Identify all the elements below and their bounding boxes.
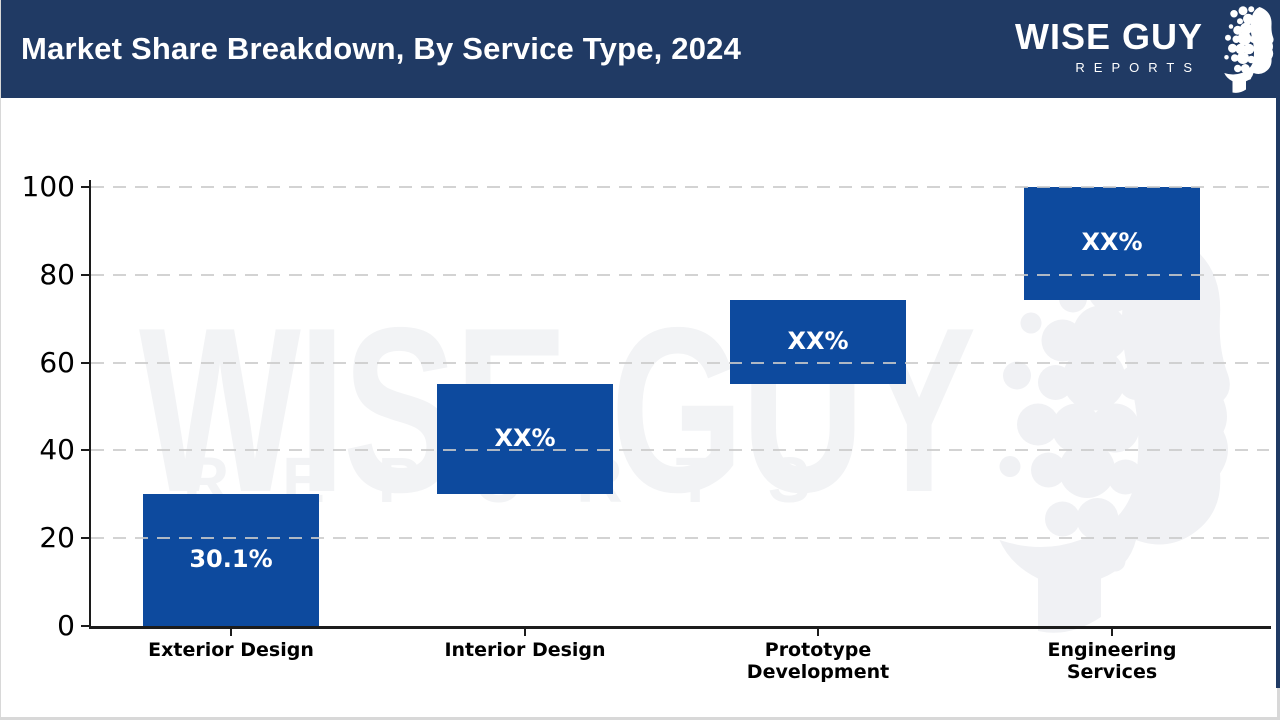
y-tick-label-100: 100: [21, 170, 75, 203]
bar-label-prototype-development: XX%: [787, 326, 849, 355]
x-category-label-2: Interior Design: [444, 639, 606, 661]
y-tick-0: [81, 625, 91, 627]
x-category-label-1: Exterior Design: [148, 639, 314, 661]
y-tick-100: [81, 186, 91, 188]
x-axis-line: [89, 626, 1271, 629]
bar-exterior-design: 30.1%: [143, 493, 319, 626]
y-tick-label-80: 80: [39, 257, 75, 291]
title-bar: Market Share Breakdown, By Service Type,…: [1, 0, 1280, 98]
y-tick-label-20: 20: [39, 521, 75, 555]
bar-label-engineering-services: XX%: [1081, 228, 1143, 257]
x-category-label-4: Engineering Services: [1047, 639, 1177, 683]
y-tick-40: [81, 449, 91, 452]
gridline-100: [91, 186, 1269, 188]
y-tick-60: [81, 361, 91, 364]
figure-border-right: [1276, 0, 1280, 688]
y-tick-label-40: 40: [39, 433, 75, 467]
gridline-20: [91, 537, 1269, 540]
y-axis-line: [89, 180, 91, 626]
bar-label-exterior-design: 30.1%: [189, 544, 273, 573]
gridline-60: [91, 361, 1269, 364]
y-tick-80: [81, 273, 91, 276]
figure-border-right-lower: [1277, 688, 1280, 720]
x-tick-2: [524, 629, 526, 636]
bar-prototype-development: XX%: [730, 299, 906, 384]
logo-wordmark: WISE GUY: [1014, 16, 1203, 57]
x-tick-3: [817, 629, 819, 636]
x-category-label-3: Prototype Development: [746, 639, 890, 683]
bar-engineering-services: XX%: [1024, 187, 1200, 300]
x-tick-4: [1111, 629, 1113, 636]
y-tick-20: [81, 537, 91, 540]
gridline-40: [91, 449, 1269, 452]
y-tick-label-60: 60: [39, 345, 75, 379]
chart-title: Market Share Breakdown, By Service Type,…: [21, 31, 742, 66]
wise-guy-reports-logo: WISE GUY REPORTS: [1005, 0, 1275, 98]
bar-label-interior-design: XX%: [494, 423, 556, 452]
x-tick-1: [230, 629, 232, 636]
y-tick-label-0: 0: [57, 609, 75, 642]
bar-interior-design: XX%: [437, 383, 613, 494]
figure-border-bottom: [1, 717, 1280, 720]
gridline-80: [91, 273, 1269, 276]
logo-face-icon: [1224, 6, 1274, 93]
logo-reports-text: REPORTS: [1075, 60, 1201, 75]
